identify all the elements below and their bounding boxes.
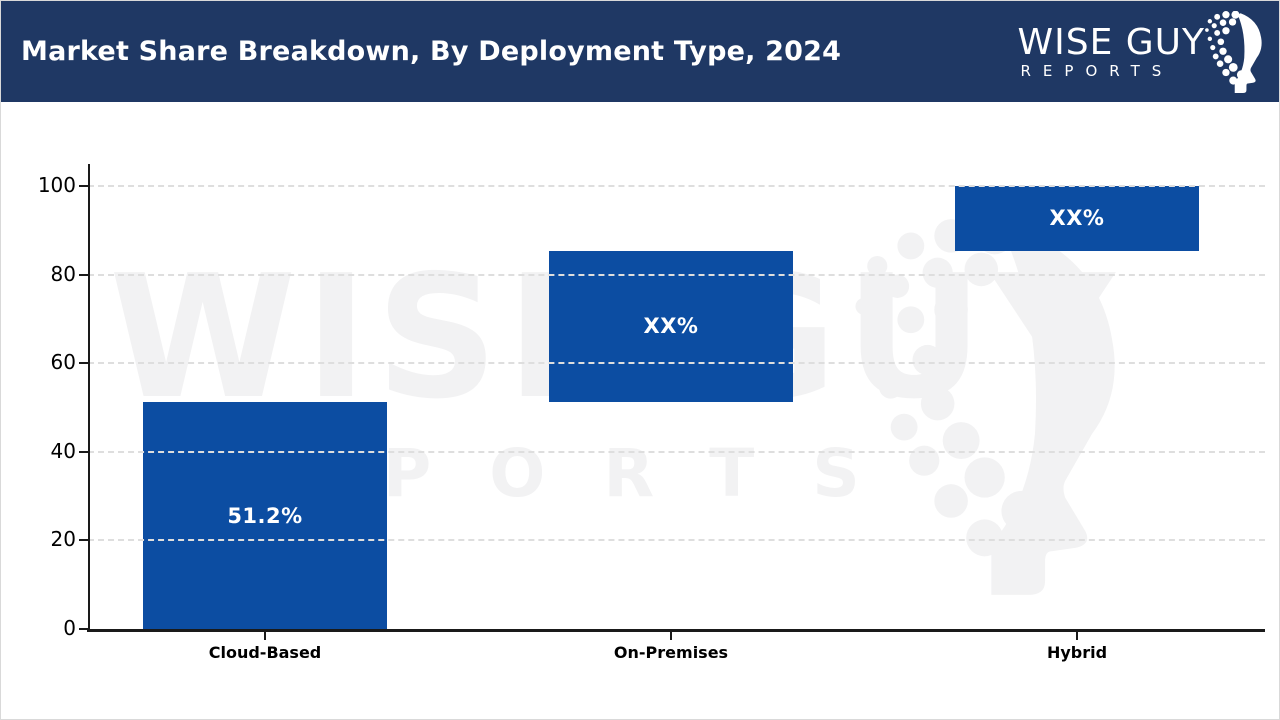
y-tick-100 (79, 185, 88, 187)
dotted-head-profile-icon (1205, 11, 1262, 93)
logo-wordmark: WISE GUY (1017, 21, 1205, 63)
bar-value-label: 51.2% (227, 503, 303, 528)
watermark-dotted-head-icon (855, 219, 1115, 595)
x-axis-label: Cloud-Based (208, 643, 322, 662)
y-tick-label: 80 (50, 262, 76, 286)
y-tick-20 (79, 539, 88, 541)
y-tick-60 (79, 362, 88, 364)
y-tick-label: 0 (63, 616, 76, 640)
x-axis-label: On-Premises (613, 643, 729, 662)
logo-text: WISE GUY REPORTS (1017, 21, 1206, 81)
x-axis-spine (87, 629, 1265, 632)
bar-cloud-based: 51.2% (143, 402, 387, 629)
bar-value-label: XX% (1049, 206, 1105, 231)
wise-guy-reports-logo: WISE GUY REPORTS (1018, 9, 1268, 95)
gridline-60 (88, 362, 1265, 364)
y-tick-label: 40 (50, 439, 76, 463)
y-tick-label: 100 (37, 173, 76, 197)
header-bar: Market Share Breakdown, By Deployment Ty… (1, 1, 1279, 102)
bar-hybrid: XX% (955, 186, 1199, 251)
y-tick-label: 20 (50, 527, 76, 551)
x-tick-2 (1076, 631, 1078, 640)
gridline-20 (88, 539, 1265, 541)
y-axis-spine (88, 164, 90, 632)
gridline-100 (88, 185, 1265, 187)
y-tick-40 (79, 451, 88, 453)
bar-value-label: XX% (643, 314, 699, 339)
logo-subtitle: REPORTS (1020, 62, 1174, 81)
x-axis-label: Hybrid (1046, 643, 1108, 662)
x-tick-0 (264, 631, 266, 640)
y-tick-80 (79, 274, 88, 276)
y-tick-0 (79, 628, 88, 630)
gridline-80 (88, 274, 1265, 276)
chart-title: Market Share Breakdown, By Deployment Ty… (21, 36, 842, 67)
gridline-40 (88, 451, 1265, 453)
x-tick-1 (670, 631, 672, 640)
y-tick-label: 60 (50, 350, 76, 374)
